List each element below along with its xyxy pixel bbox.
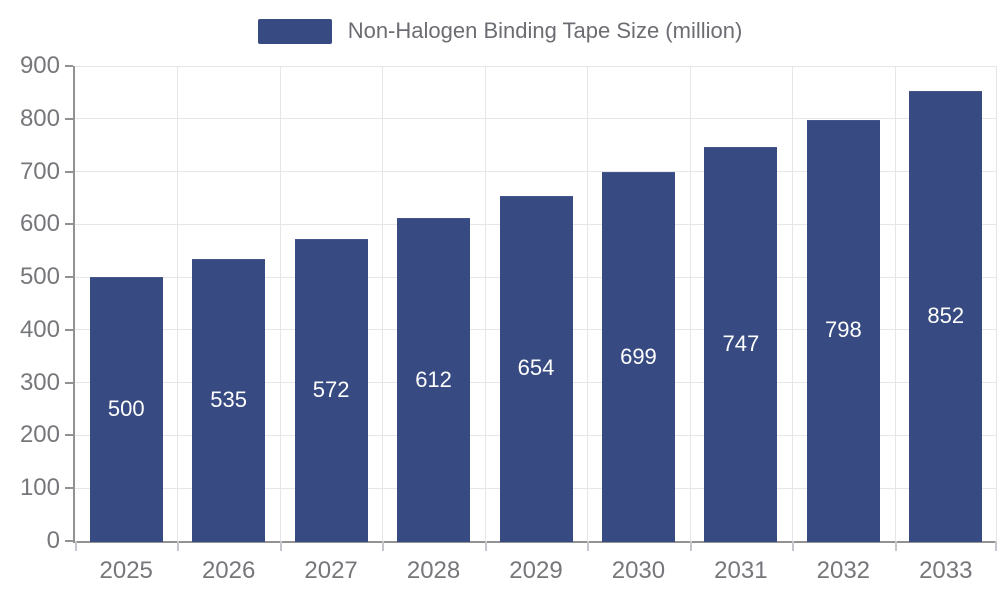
bar-value-label: 612	[415, 366, 452, 392]
y-axis-tick	[65, 65, 73, 67]
legend-swatch-icon	[257, 18, 332, 44]
x-axis-label-2033: 2033	[919, 557, 973, 584]
bar-2031[interactable]	[704, 146, 778, 542]
x-axis-tick	[587, 541, 590, 551]
bar-2032[interactable]	[806, 119, 880, 542]
bar-value-label: 500	[107, 396, 145, 422]
x-axis-label-2032: 2032	[816, 557, 871, 584]
bar-2026[interactable]	[192, 258, 266, 542]
x-axis-tick	[177, 541, 180, 551]
y-axis-label: 200	[19, 421, 60, 449]
y-axis-label: 300	[19, 368, 60, 396]
gridline-vertical	[894, 66, 896, 541]
y-axis-label: 400	[19, 315, 60, 343]
bar-value-label: 535	[210, 386, 248, 412]
y-axis-label: 100	[19, 474, 60, 502]
x-axis-tick	[75, 541, 77, 551]
bar-2029[interactable]	[499, 195, 573, 542]
gridline-vertical	[792, 66, 794, 541]
y-axis-tick	[65, 117, 73, 120]
gridline-vertical	[587, 66, 589, 541]
y-axis-label: 500	[19, 263, 60, 291]
x-axis-tick	[894, 541, 897, 551]
x-axis-tick	[382, 541, 385, 551]
y-axis-tick	[65, 381, 73, 384]
y-axis-tick	[65, 540, 73, 542]
y-axis-tick	[65, 276, 73, 279]
y-axis-tick	[65, 223, 73, 226]
y-axis-tick	[65, 328, 73, 331]
plot-area: 0 100 200 300 400 500 600 700 800 900 500 2025 535 20…	[20, 52, 997, 584]
bar-value-label: 654	[517, 355, 555, 381]
x-axis-tick	[484, 541, 487, 551]
x-axis-label-2025: 2025	[99, 557, 153, 584]
y-axis-tick	[65, 170, 73, 173]
legend-label: Non-Halogen Binding Tape Size (million)	[347, 18, 743, 43]
gridline-horizontal	[75, 65, 997, 67]
gridline-vertical	[382, 66, 384, 541]
y-axis-tick	[65, 434, 73, 437]
legend[interactable]: Non-Halogen Binding Tape Size (million)	[0, 18, 1000, 44]
bar-2028[interactable]	[397, 218, 471, 542]
x-axis-tick	[792, 541, 795, 551]
x-axis-tick	[279, 541, 282, 551]
bar-2027[interactable]	[294, 239, 368, 542]
x-axis-label-2027: 2027	[304, 557, 358, 584]
x-axis-tick	[689, 541, 692, 551]
x-axis-label-2028: 2028	[406, 557, 461, 584]
gridline-vertical	[279, 66, 281, 541]
gridline-vertical	[689, 66, 691, 541]
gridline-vertical	[484, 66, 486, 541]
bar-value-label: 798	[824, 317, 862, 343]
y-axis-label: 900	[19, 52, 60, 79]
x-axis-label-2030: 2030	[611, 557, 666, 584]
gridline-horizontal	[75, 118, 997, 120]
bar-2025[interactable]	[89, 277, 163, 542]
y-axis-label: 800	[19, 104, 60, 132]
y-axis-label: 0	[46, 527, 60, 554]
gridline-horizontal	[75, 171, 997, 173]
y-axis-tick	[65, 487, 73, 490]
gridline-vertical	[177, 66, 179, 541]
bar-2030[interactable]	[601, 172, 675, 542]
gridline-vertical	[996, 66, 997, 541]
x-axis-label-2026: 2026	[201, 557, 256, 584]
bar-value-label: 572	[312, 377, 350, 403]
y-axis-label: 600	[19, 210, 60, 238]
bar-2033[interactable]	[909, 91, 983, 542]
y-axis-label: 700	[19, 157, 60, 185]
bar-value-label: 699	[620, 343, 657, 369]
x-axis-label-2031: 2031	[714, 557, 768, 584]
x-axis-tick	[995, 541, 997, 551]
bar-value-label: 747	[722, 330, 760, 356]
bar-value-label: 852	[927, 303, 965, 329]
x-axis-label-2029: 2029	[509, 557, 563, 584]
